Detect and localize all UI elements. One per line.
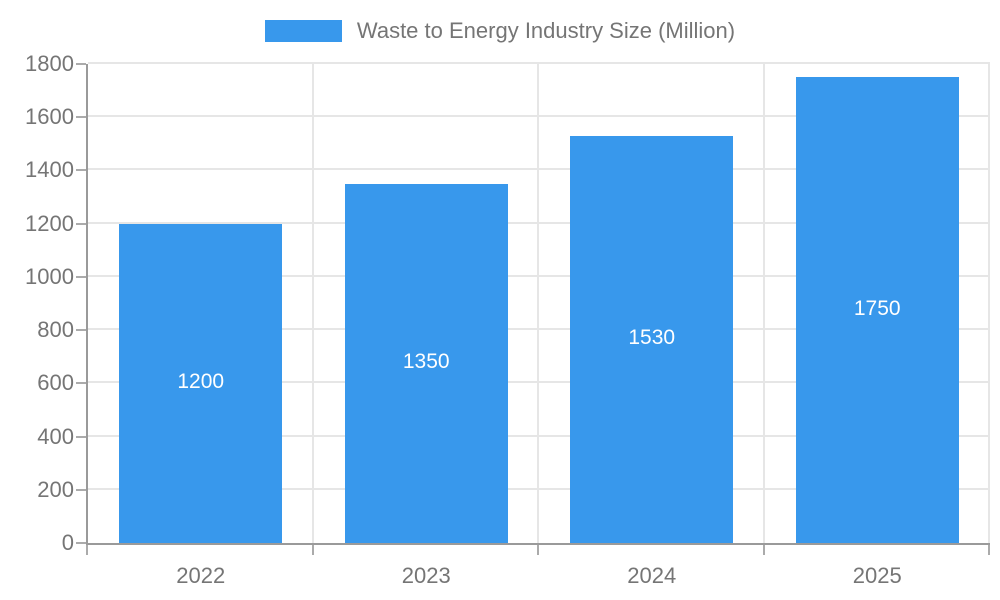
- y-axis-tick-mark: [76, 435, 86, 438]
- y-axis-tick-label: 1800: [25, 51, 74, 76]
- y-axis-tick-label: 1200: [25, 210, 74, 236]
- y-axis-tick-label: 200: [37, 476, 74, 502]
- bar-2024[interactable]: 1530: [570, 135, 734, 543]
- x-axis-tick-mark: [988, 545, 990, 555]
- bar-2025[interactable]: 1750: [795, 77, 959, 543]
- y-axis-tick-label: 1000: [25, 263, 74, 289]
- y-axis-tick-mark: [76, 222, 86, 225]
- y-axis-tick-mark: [76, 63, 86, 65]
- h-gridline: [88, 168, 990, 171]
- x-axis-tick-mark: [537, 545, 539, 555]
- v-gridline: [762, 64, 765, 543]
- y-axis-tick-label: 1600: [25, 104, 74, 130]
- plot-area: 1200 1350 1530 1750: [76, 62, 990, 555]
- x-axis-tick-label: 2024: [627, 563, 677, 588]
- x-axis-tick-mark: [311, 545, 314, 555]
- v-gridline: [311, 64, 314, 543]
- h-gridline: [88, 381, 990, 384]
- h-gridline: [88, 62, 990, 64]
- y-axis-tick-label: 0: [61, 530, 74, 555]
- x-axis-tick-mark: [762, 545, 765, 555]
- x-axis-tick-label: 2022: [176, 563, 226, 588]
- y-axis-tick-mark: [76, 382, 86, 385]
- legend[interactable]: Waste to Energy Industry Size (Million): [0, 18, 1000, 44]
- y-axis-tick-label: 400: [37, 423, 74, 449]
- y-axis-tick-mark: [76, 116, 86, 119]
- h-gridline: [88, 487, 990, 490]
- legend-swatch[interactable]: [264, 20, 342, 42]
- y-axis-tick-mark: [76, 169, 86, 172]
- x-axis-line: [86, 543, 990, 545]
- y-axis-tick-mark: [76, 542, 86, 544]
- y-axis-line: [86, 64, 88, 543]
- v-gridline: [988, 64, 990, 543]
- bar-value-label: 1350: [402, 350, 450, 374]
- y-axis-tick-label: 800: [37, 317, 74, 343]
- h-gridline: [88, 274, 990, 277]
- y-axis-tick-mark: [76, 488, 86, 491]
- bar-2023[interactable]: 1350: [344, 183, 508, 543]
- y-axis-tick-mark: [76, 329, 86, 332]
- y-axis-tick-label: 600: [37, 370, 74, 396]
- h-gridline: [88, 328, 990, 331]
- v-gridline: [537, 64, 539, 543]
- x-axis-tick-mark: [86, 545, 88, 555]
- h-gridline: [88, 434, 990, 437]
- h-gridline: [88, 221, 990, 224]
- bar-value-label: 1200: [177, 370, 225, 394]
- legend-label: Waste to Energy Industry Size (Million): [356, 18, 736, 43]
- x-axis-tick-label: 2023: [401, 563, 451, 588]
- h-gridline: [88, 115, 990, 118]
- x-axis-tick-label: 2025: [852, 563, 902, 588]
- y-axis-tick-label: 1400: [25, 157, 74, 183]
- y-axis-tick-mark: [76, 275, 86, 278]
- bar-value-label: 1750: [853, 297, 901, 321]
- bar-2022[interactable]: 1200: [119, 223, 283, 543]
- bar-value-label: 1530: [628, 326, 676, 350]
